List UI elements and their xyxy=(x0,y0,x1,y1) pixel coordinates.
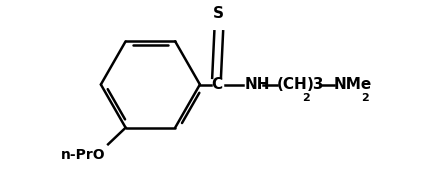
Text: NH: NH xyxy=(245,77,270,92)
Text: (CH: (CH xyxy=(277,77,307,92)
Text: )3: )3 xyxy=(306,77,324,92)
Text: 2: 2 xyxy=(302,93,310,103)
Text: 2: 2 xyxy=(361,93,369,103)
Text: NMe: NMe xyxy=(333,77,372,92)
Text: S: S xyxy=(213,6,224,21)
Text: C: C xyxy=(211,77,222,92)
Text: n-PrO: n-PrO xyxy=(61,148,106,162)
